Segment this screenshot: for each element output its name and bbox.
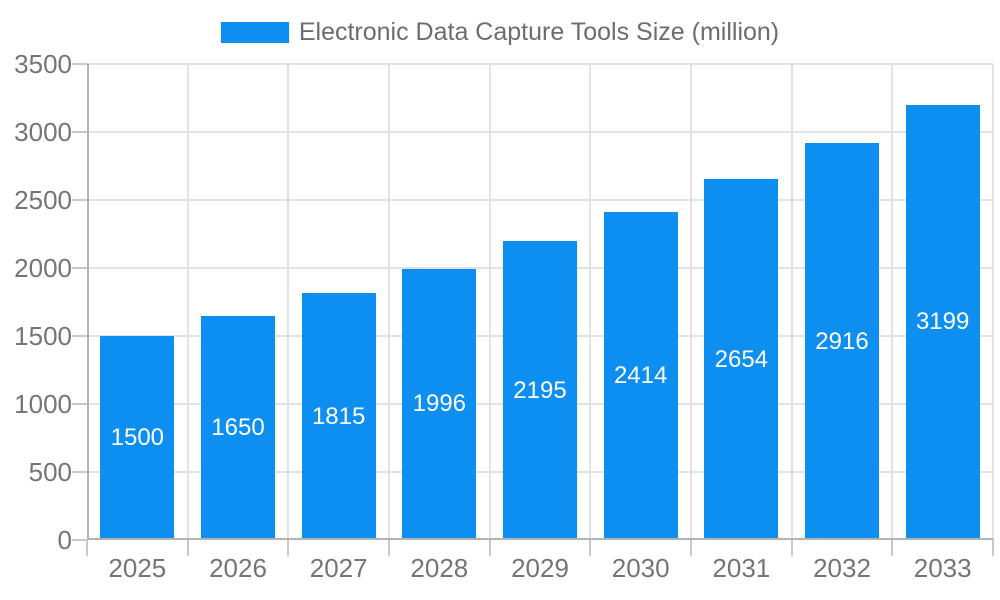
bar-value-label: 1815 (311, 402, 366, 430)
x-axis-label: 2031 (712, 553, 771, 583)
x-tick (388, 540, 390, 556)
bar-value-label: 2654 (714, 345, 769, 373)
x-tick (891, 540, 894, 556)
bar-value-label: 2195 (513, 376, 567, 404)
y-gridline (87, 63, 993, 65)
y-tick (72, 267, 87, 269)
bar-2030[interactable]: 2414 (603, 211, 678, 540)
y-tick (72, 471, 87, 473)
legend-label[interactable]: Electronic Data Capture Tools Size (mill… (298, 18, 780, 46)
x-tick (690, 540, 692, 556)
x-gridline (589, 64, 592, 540)
x-axis-label: 2029 (511, 553, 569, 583)
y-axis-label: 2500 (14, 185, 72, 215)
x-gridline (891, 64, 894, 540)
y-axis-label: 0 (57, 525, 72, 555)
bar-value-label: 1650 (211, 413, 265, 441)
legend: Electronic Data Capture Tools Size (mill… (0, 18, 1000, 47)
x-axis-label: 2030 (611, 553, 670, 583)
bar-value-label: 1500 (110, 424, 165, 451)
bar-2033[interactable]: 3199 (905, 104, 980, 540)
x-gridline (992, 64, 994, 540)
x-tick (790, 540, 793, 556)
y-axis-label: 1500 (14, 321, 72, 351)
x-gridline (790, 64, 793, 540)
y-tick (72, 199, 87, 201)
x-gridline (488, 64, 491, 540)
x-tick (186, 540, 189, 556)
bar-2031[interactable]: 2654 (704, 179, 779, 540)
x-axis-label: 2026 (209, 553, 267, 583)
x-axis-label: 2028 (410, 553, 469, 583)
bar-2025[interactable]: 1500 (100, 336, 175, 540)
bar-value-label: 2414 (613, 361, 668, 389)
y-axis-label: 3500 (14, 49, 72, 79)
y-tick (72, 131, 87, 133)
x-gridline (690, 64, 692, 540)
bar-value-label: 2916 (815, 327, 869, 355)
bar-2028[interactable]: 1996 (402, 268, 477, 540)
bar-2027[interactable]: 1815 (301, 293, 376, 540)
bar-2032[interactable]: 2916 (805, 143, 879, 540)
x-gridline (388, 64, 390, 540)
x-tick (992, 540, 994, 556)
x-axis-label: 2032 (813, 553, 871, 583)
y-tick (72, 63, 87, 65)
x-axis-label: 2025 (108, 553, 167, 583)
y-tick (72, 403, 87, 405)
y-axis-label: 500 (28, 457, 72, 487)
y-tick (72, 539, 87, 541)
plot-area: 1500 1650 1815 1996 2195 2414 2654 2916 3199 (72, 63, 994, 556)
x-tick (488, 540, 491, 556)
x-axis-label: 2027 (309, 553, 368, 583)
x-tick (287, 540, 290, 556)
y-axis-label: 3000 (14, 117, 72, 147)
bar-2029[interactable]: 2195 (503, 241, 577, 540)
x-tick (86, 540, 88, 556)
bar-value-label: 3199 (915, 308, 970, 336)
bar-2026[interactable]: 1650 (201, 315, 275, 540)
y-axis-line (87, 64, 89, 540)
x-gridline (287, 64, 290, 540)
y-axis-label: 1000 (14, 389, 72, 419)
y-gridline (87, 199, 993, 201)
x-gridline (186, 64, 189, 540)
legend-swatch[interactable] (220, 22, 289, 43)
y-axis-label: 2000 (14, 253, 72, 283)
x-axis-line (87, 538, 993, 540)
x-axis-label: 2033 (913, 553, 972, 583)
y-gridline (87, 131, 993, 133)
x-tick (589, 540, 592, 556)
y-tick (72, 335, 87, 337)
bar-value-label: 1996 (412, 390, 467, 418)
